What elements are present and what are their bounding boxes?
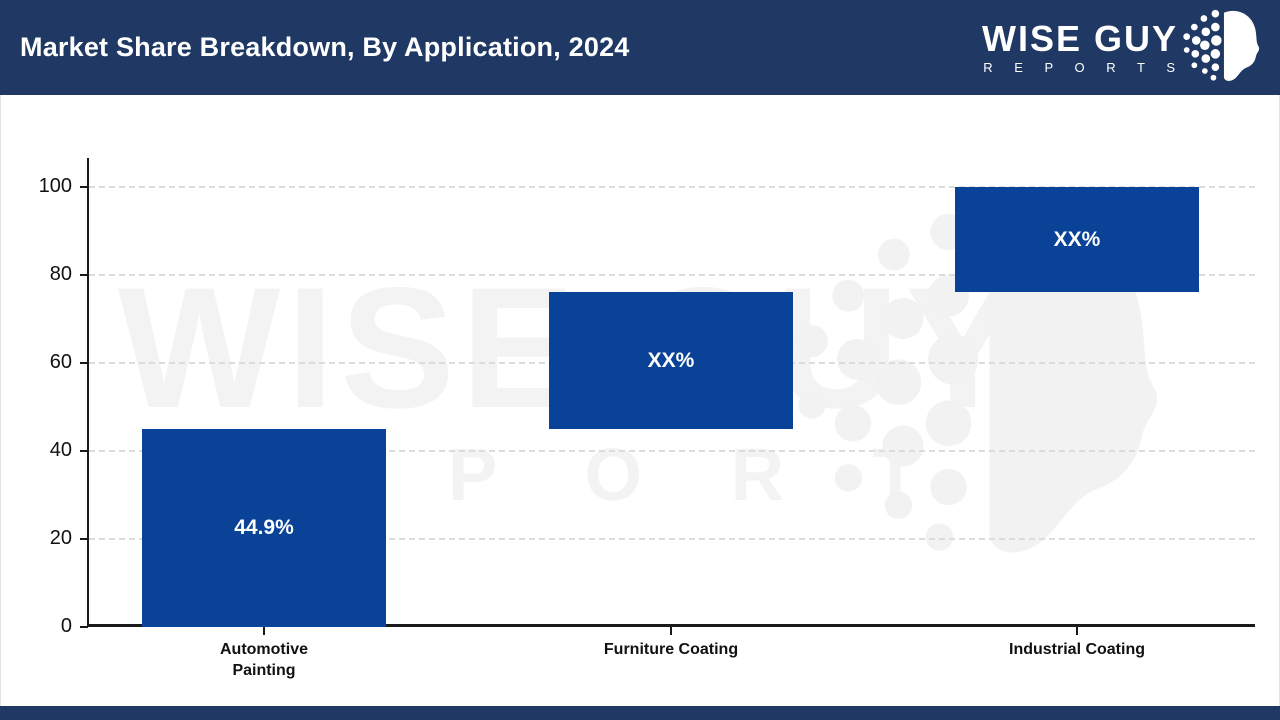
head-dot bbox=[882, 425, 924, 467]
face-profile bbox=[989, 218, 1158, 553]
head-dot bbox=[1211, 62, 1220, 71]
page-title: Market Share Breakdown, By Application, … bbox=[20, 32, 630, 62]
y-tick-label: 100 bbox=[38, 175, 72, 197]
head-dot bbox=[1200, 14, 1208, 22]
x-tick-mark bbox=[1076, 627, 1078, 635]
gridline-20 bbox=[89, 538, 1255, 540]
head-dot bbox=[1200, 39, 1210, 50]
head-dot bbox=[795, 325, 828, 358]
head-dot bbox=[834, 464, 862, 492]
bar-automotive-painting: 44.9% bbox=[142, 429, 386, 627]
y-tick-label: 0 bbox=[60, 615, 72, 637]
header-bar: Market Share Breakdown, By Application, … bbox=[0, 0, 1280, 95]
head-dot bbox=[1201, 67, 1208, 74]
head-dot bbox=[1190, 23, 1198, 30]
y-tick-label: 60 bbox=[49, 351, 72, 373]
head-dot bbox=[1211, 9, 1220, 18]
gridline-80 bbox=[89, 274, 1255, 276]
head-dot bbox=[1201, 27, 1211, 36]
logo-subtitle: R E P O R T S bbox=[983, 60, 1184, 75]
gridline-100 bbox=[89, 186, 1255, 188]
head-dot bbox=[884, 491, 913, 519]
head-dot bbox=[1183, 46, 1190, 53]
head-dot bbox=[1210, 48, 1221, 59]
x-tick-label-3: Industrial Coating bbox=[1009, 641, 1145, 658]
bar-industrial-coating: XX% bbox=[955, 187, 1199, 293]
watermark-head-icon bbox=[795, 213, 1158, 553]
head-dot bbox=[1210, 74, 1217, 81]
x-tick-mark bbox=[263, 627, 265, 635]
x-tick-label-1: Automotive Painting bbox=[220, 641, 308, 679]
gridline-40 bbox=[89, 450, 1255, 452]
logo-text: WISE GUY R E P O R T S bbox=[981, 18, 1178, 75]
head-dot bbox=[928, 334, 979, 385]
head-dot bbox=[1183, 32, 1191, 40]
head-dot bbox=[1191, 61, 1198, 68]
x-axis-spine bbox=[87, 624, 1255, 627]
bar-value-label: XX% bbox=[1053, 227, 1101, 251]
head-dot bbox=[882, 297, 924, 339]
logo-wordmark: WISE GUY bbox=[981, 18, 1178, 59]
y-axis-spine bbox=[87, 158, 89, 625]
y-tick-mark bbox=[80, 362, 88, 364]
y-tick-label: 20 bbox=[49, 527, 72, 549]
bar-value-label: 44.9% bbox=[234, 516, 294, 540]
head-dot bbox=[1211, 22, 1220, 31]
market-share-chart: 0 20 40 60 80 100 44.9% XX% XX% Automotive Painti… bbox=[0, 95, 1280, 706]
bar-value-label: XX% bbox=[647, 348, 695, 372]
footer-bar bbox=[0, 706, 1280, 720]
y-tick-mark bbox=[80, 450, 88, 452]
y-tick-mark bbox=[80, 186, 88, 188]
wise-guy-reports-logo: WISE GUY R E P O R T S bbox=[982, 3, 1280, 93]
x-tick-label-2: Furniture Coating bbox=[603, 641, 739, 658]
head-dot bbox=[1211, 34, 1222, 46]
head-dot bbox=[925, 400, 972, 446]
head-dot bbox=[798, 391, 826, 419]
y-tick-mark bbox=[80, 626, 88, 628]
head-dot bbox=[1191, 35, 1201, 45]
face-profile bbox=[1223, 10, 1260, 81]
head-dot bbox=[836, 338, 878, 380]
head-dot bbox=[877, 238, 910, 271]
logo-head-icon bbox=[1183, 9, 1260, 81]
y-tick-mark bbox=[80, 274, 88, 276]
head-dot bbox=[930, 468, 967, 506]
y-tick-label: 80 bbox=[49, 263, 72, 285]
head-dot bbox=[1201, 53, 1211, 63]
y-tick-label: 40 bbox=[49, 439, 72, 461]
head-dot bbox=[832, 279, 865, 312]
head-dot bbox=[875, 359, 922, 405]
head-dot bbox=[1191, 49, 1200, 58]
head-dot bbox=[925, 523, 954, 551]
head-dot bbox=[834, 405, 872, 442]
y-tick-mark bbox=[80, 538, 88, 540]
x-tick-mark bbox=[670, 627, 672, 635]
bar-furniture-coating: XX% bbox=[549, 292, 793, 430]
